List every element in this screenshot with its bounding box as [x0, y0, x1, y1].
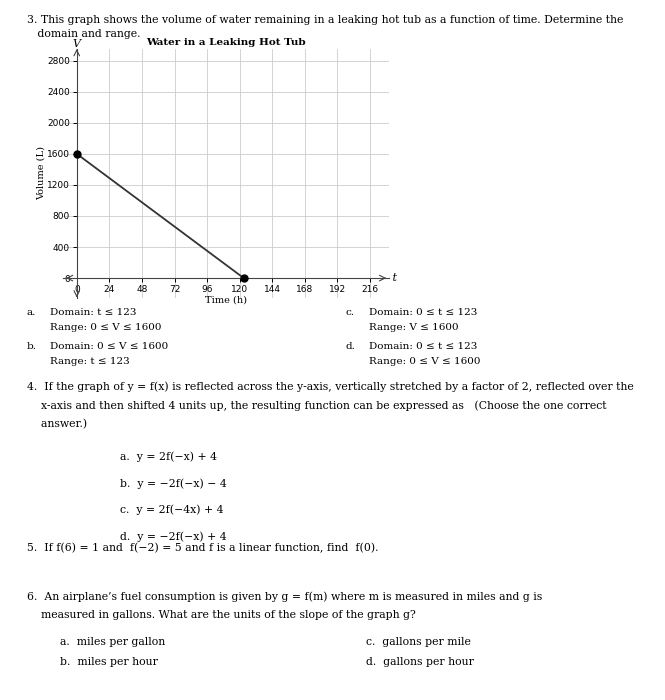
Text: a.  miles per gallon: a. miles per gallon	[60, 637, 165, 647]
Text: d.: d.	[346, 342, 356, 351]
Text: domain and range.: domain and range.	[27, 29, 140, 39]
Text: 5.  If f(6) = 1 and  f(−2) = 5 and f is a linear function, find  f(0).: 5. If f(6) = 1 and f(−2) = 5 and f is a …	[27, 542, 378, 553]
Text: b.  y = −2f(−x) − 4: b. y = −2f(−x) − 4	[120, 478, 227, 489]
Text: d.  gallons per hour: d. gallons per hour	[366, 657, 473, 666]
Text: 3. This graph shows the volume of water remaining in a leaking hot tub as a func: 3. This graph shows the volume of water …	[27, 15, 623, 25]
Text: V: V	[72, 39, 80, 49]
Text: t: t	[389, 273, 397, 283]
Text: a.: a.	[27, 308, 36, 317]
Text: Range: 0 ≤ V ≤ 1600: Range: 0 ≤ V ≤ 1600	[369, 357, 481, 366]
Text: c.: c.	[346, 308, 355, 317]
Text: d.  y = −2f(−x) + 4: d. y = −2f(−x) + 4	[120, 531, 226, 542]
Text: Range: t ≤ 123: Range: t ≤ 123	[50, 357, 130, 366]
Text: Range: V ≤ 1600: Range: V ≤ 1600	[369, 323, 459, 332]
Text: Domain: t ≤ 123: Domain: t ≤ 123	[50, 308, 136, 317]
Title: Water in a Leaking Hot Tub: Water in a Leaking Hot Tub	[146, 38, 306, 47]
Text: c.  gallons per mile: c. gallons per mile	[366, 637, 471, 647]
Text: measured in gallons. What are the units of the slope of the graph g?: measured in gallons. What are the units …	[27, 610, 416, 620]
Text: Domain: 0 ≤ V ≤ 1600: Domain: 0 ≤ V ≤ 1600	[50, 342, 168, 351]
Text: Domain: 0 ≤ t ≤ 123: Domain: 0 ≤ t ≤ 123	[369, 308, 477, 317]
Text: 6.  An airplane’s fuel consumption is given by g = f(m) where m is measured in m: 6. An airplane’s fuel consumption is giv…	[27, 592, 542, 602]
Text: b.: b.	[27, 342, 37, 351]
Text: 4.  If the graph of y = f(x) is reflected across the y-axis, vertically stretche: 4. If the graph of y = f(x) is reflected…	[27, 382, 633, 392]
Text: Range: 0 ≤ V ≤ 1600: Range: 0 ≤ V ≤ 1600	[50, 323, 162, 332]
Y-axis label: Volume (L): Volume (L)	[37, 146, 45, 200]
Text: Domain: 0 ≤ t ≤ 123: Domain: 0 ≤ t ≤ 123	[369, 342, 477, 351]
X-axis label: Time (h): Time (h)	[205, 295, 247, 304]
Text: x-axis and then shifted 4 units up, the resulting function can be expressed as  : x-axis and then shifted 4 units up, the …	[27, 400, 606, 411]
Text: a.  y = 2f(−x) + 4: a. y = 2f(−x) + 4	[120, 452, 217, 462]
Text: answer.): answer.)	[27, 419, 86, 430]
Text: b.  miles per hour: b. miles per hour	[60, 657, 158, 666]
Text: c.  y = 2f(−4x) + 4: c. y = 2f(−4x) + 4	[120, 505, 223, 515]
